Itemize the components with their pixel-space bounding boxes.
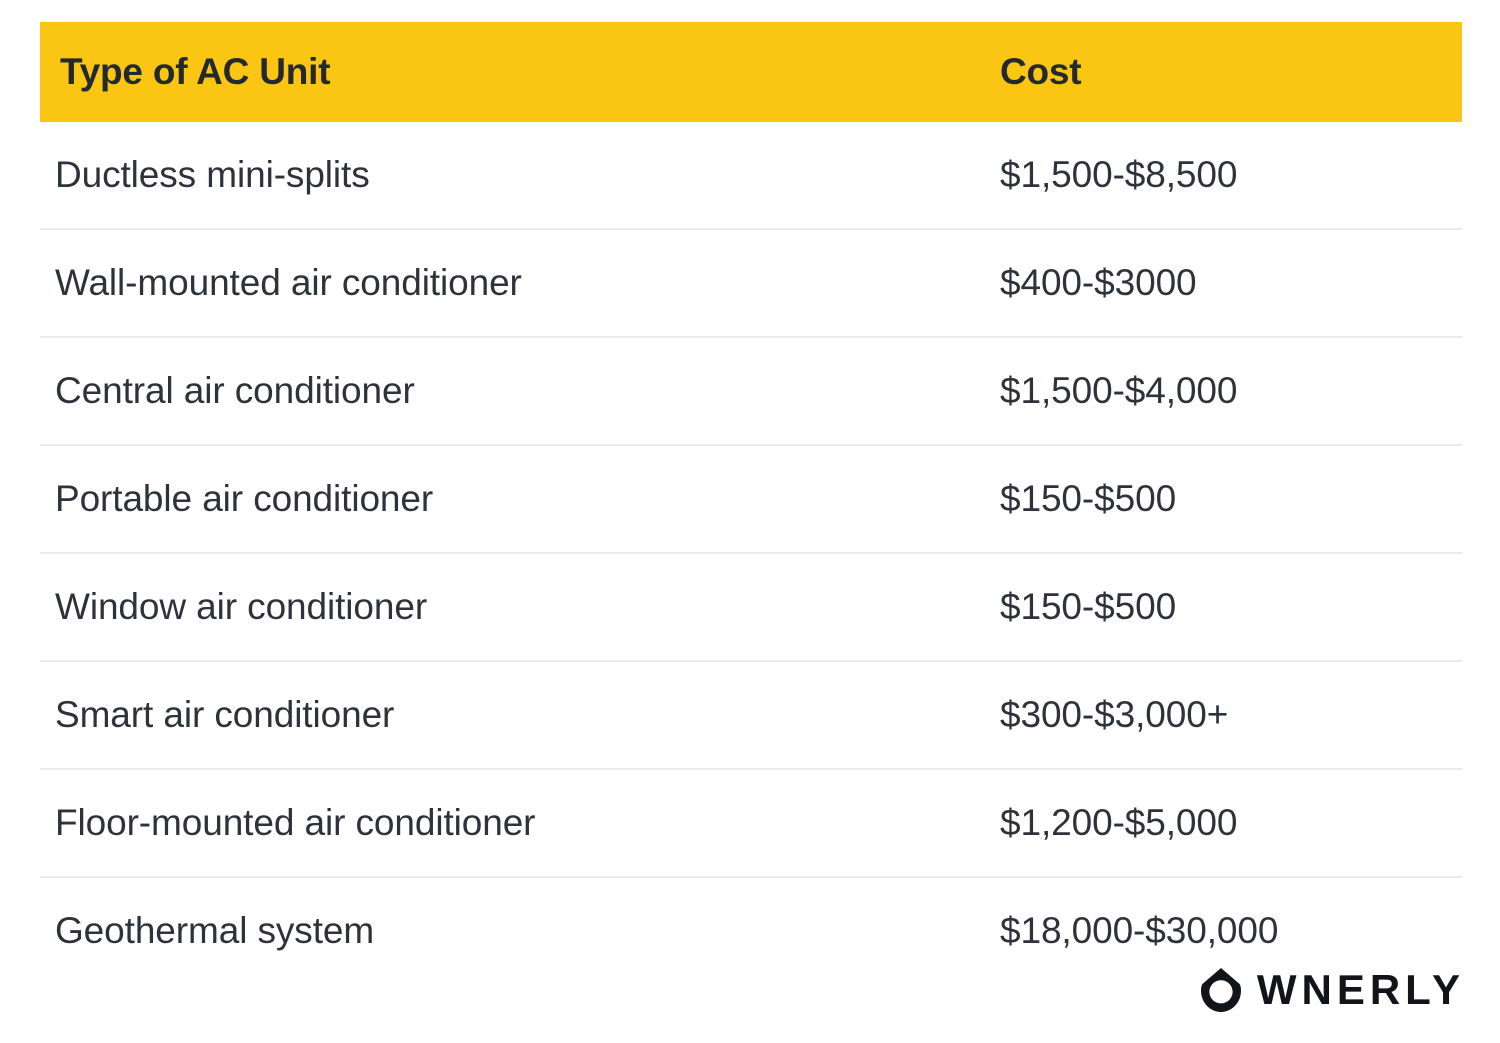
ac-cost-table: Type of AC Unit Cost Ductless mini-split… <box>40 22 1462 984</box>
cell-ac-cost: $400-$3000 <box>995 229 1462 338</box>
cell-ac-cost: $150-$500 <box>995 553 1462 662</box>
table-row: Floor-mounted air conditioner $1,200-$5,… <box>40 769 1462 878</box>
table-header-row: Type of AC Unit Cost <box>40 22 1462 122</box>
cell-ac-cost: $150-$500 <box>995 445 1462 554</box>
cell-ac-cost: $1,500-$4,000 <box>995 337 1462 446</box>
ownerly-wordmark: WNERLY <box>1256 966 1465 1013</box>
ownerly-house-o-icon <box>1200 968 1241 1012</box>
ownerly-logo: WNERLY <box>1200 966 1465 1014</box>
cell-ac-cost: $1,200-$5,000 <box>995 769 1462 878</box>
table-row: Geothermal system $18,000-$30,000 <box>40 877 1462 984</box>
cell-ac-cost: $300-$3,000+ <box>995 661 1462 770</box>
table-header: Type of AC Unit Cost <box>40 22 1462 122</box>
table-row: Window air conditioner $150-$500 <box>40 553 1462 662</box>
table-body: Ductless mini-splits $1,500-$8,500 Wall-… <box>40 122 1462 984</box>
cell-ac-cost: $1,500-$8,500 <box>995 122 1462 230</box>
ac-cost-table-container: Type of AC Unit Cost Ductless mini-split… <box>40 22 1462 984</box>
cell-ac-type: Wall-mounted air conditioner <box>40 229 995 338</box>
table-row: Smart air conditioner $300-$3,000+ <box>40 661 1462 770</box>
cell-ac-type: Window air conditioner <box>40 553 995 662</box>
cell-ac-type: Ductless mini-splits <box>40 122 995 230</box>
column-header-cost: Cost <box>1000 51 1082 92</box>
cell-ac-type: Smart air conditioner <box>40 661 995 770</box>
cell-ac-type: Central air conditioner <box>40 337 995 446</box>
table-row: Central air conditioner $1,500-$4,000 <box>40 337 1462 446</box>
table-row: Ductless mini-splits $1,500-$8,500 <box>40 122 1462 230</box>
cell-ac-cost: $18,000-$30,000 <box>995 877 1462 984</box>
table-row: Wall-mounted air conditioner $400-$3000 <box>40 229 1462 338</box>
column-header-type-of-ac-unit: Type of AC Unit <box>60 51 331 92</box>
table-row: Portable air conditioner $150-$500 <box>40 445 1462 554</box>
cell-ac-type: Floor-mounted air conditioner <box>40 769 995 878</box>
cell-ac-type: Portable air conditioner <box>40 445 995 554</box>
cell-ac-type: Geothermal system <box>40 877 995 984</box>
